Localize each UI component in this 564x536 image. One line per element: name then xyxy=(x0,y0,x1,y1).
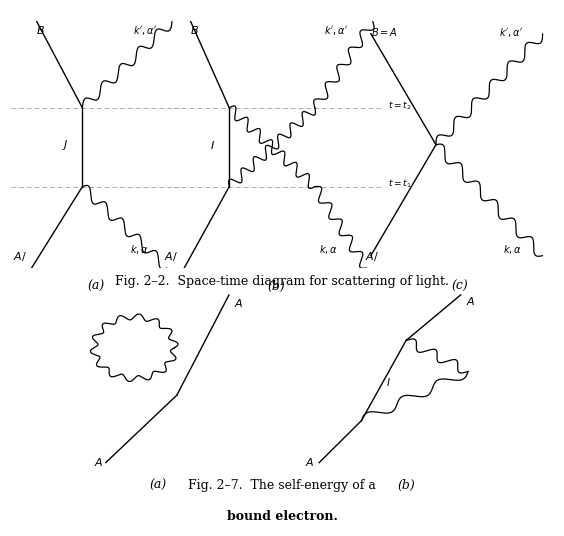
Text: (b): (b) xyxy=(267,280,285,293)
Text: (c): (c) xyxy=(451,280,468,293)
Text: $A/$: $A/$ xyxy=(12,250,27,263)
Text: Fig. 2–7.  The self-energy of a: Fig. 2–7. The self-energy of a xyxy=(188,479,376,493)
Text: $A/$: $A/$ xyxy=(365,250,379,263)
Text: $I$: $I$ xyxy=(210,139,214,151)
Text: $k', \alpha'$: $k', \alpha'$ xyxy=(499,26,523,39)
Text: $t=t_2$: $t=t_2$ xyxy=(388,99,411,111)
Text: $A$: $A$ xyxy=(305,456,314,468)
Text: $A$: $A$ xyxy=(94,456,103,468)
Text: $k, \alpha$: $k, \alpha$ xyxy=(503,243,522,256)
Text: $J$: $J$ xyxy=(62,138,69,152)
Text: Fig. 2–2.  Space-time diagram for scattering of light.: Fig. 2–2. Space-time diagram for scatter… xyxy=(115,275,449,288)
Text: $A/$: $A/$ xyxy=(164,250,178,263)
Text: (b): (b) xyxy=(397,479,415,492)
Text: $B=A$: $B=A$ xyxy=(371,26,398,39)
Text: $t=t_1$: $t=t_1$ xyxy=(388,178,411,190)
Text: (a): (a) xyxy=(149,479,166,492)
Text: $k', \alpha'$: $k', \alpha'$ xyxy=(133,24,157,37)
Text: $k', \alpha'$: $k', \alpha'$ xyxy=(324,24,348,37)
Text: (a): (a) xyxy=(87,280,104,293)
Text: $k, \alpha$: $k, \alpha$ xyxy=(130,243,149,256)
Text: $B$: $B$ xyxy=(36,24,45,36)
Text: $B$: $B$ xyxy=(191,24,200,36)
Text: $k, \alpha$: $k, \alpha$ xyxy=(319,243,338,256)
Text: $A$: $A$ xyxy=(466,295,475,307)
Text: $I$: $I$ xyxy=(386,376,391,389)
Text: bound electron.: bound electron. xyxy=(227,510,337,523)
Text: $A$: $A$ xyxy=(233,297,243,309)
